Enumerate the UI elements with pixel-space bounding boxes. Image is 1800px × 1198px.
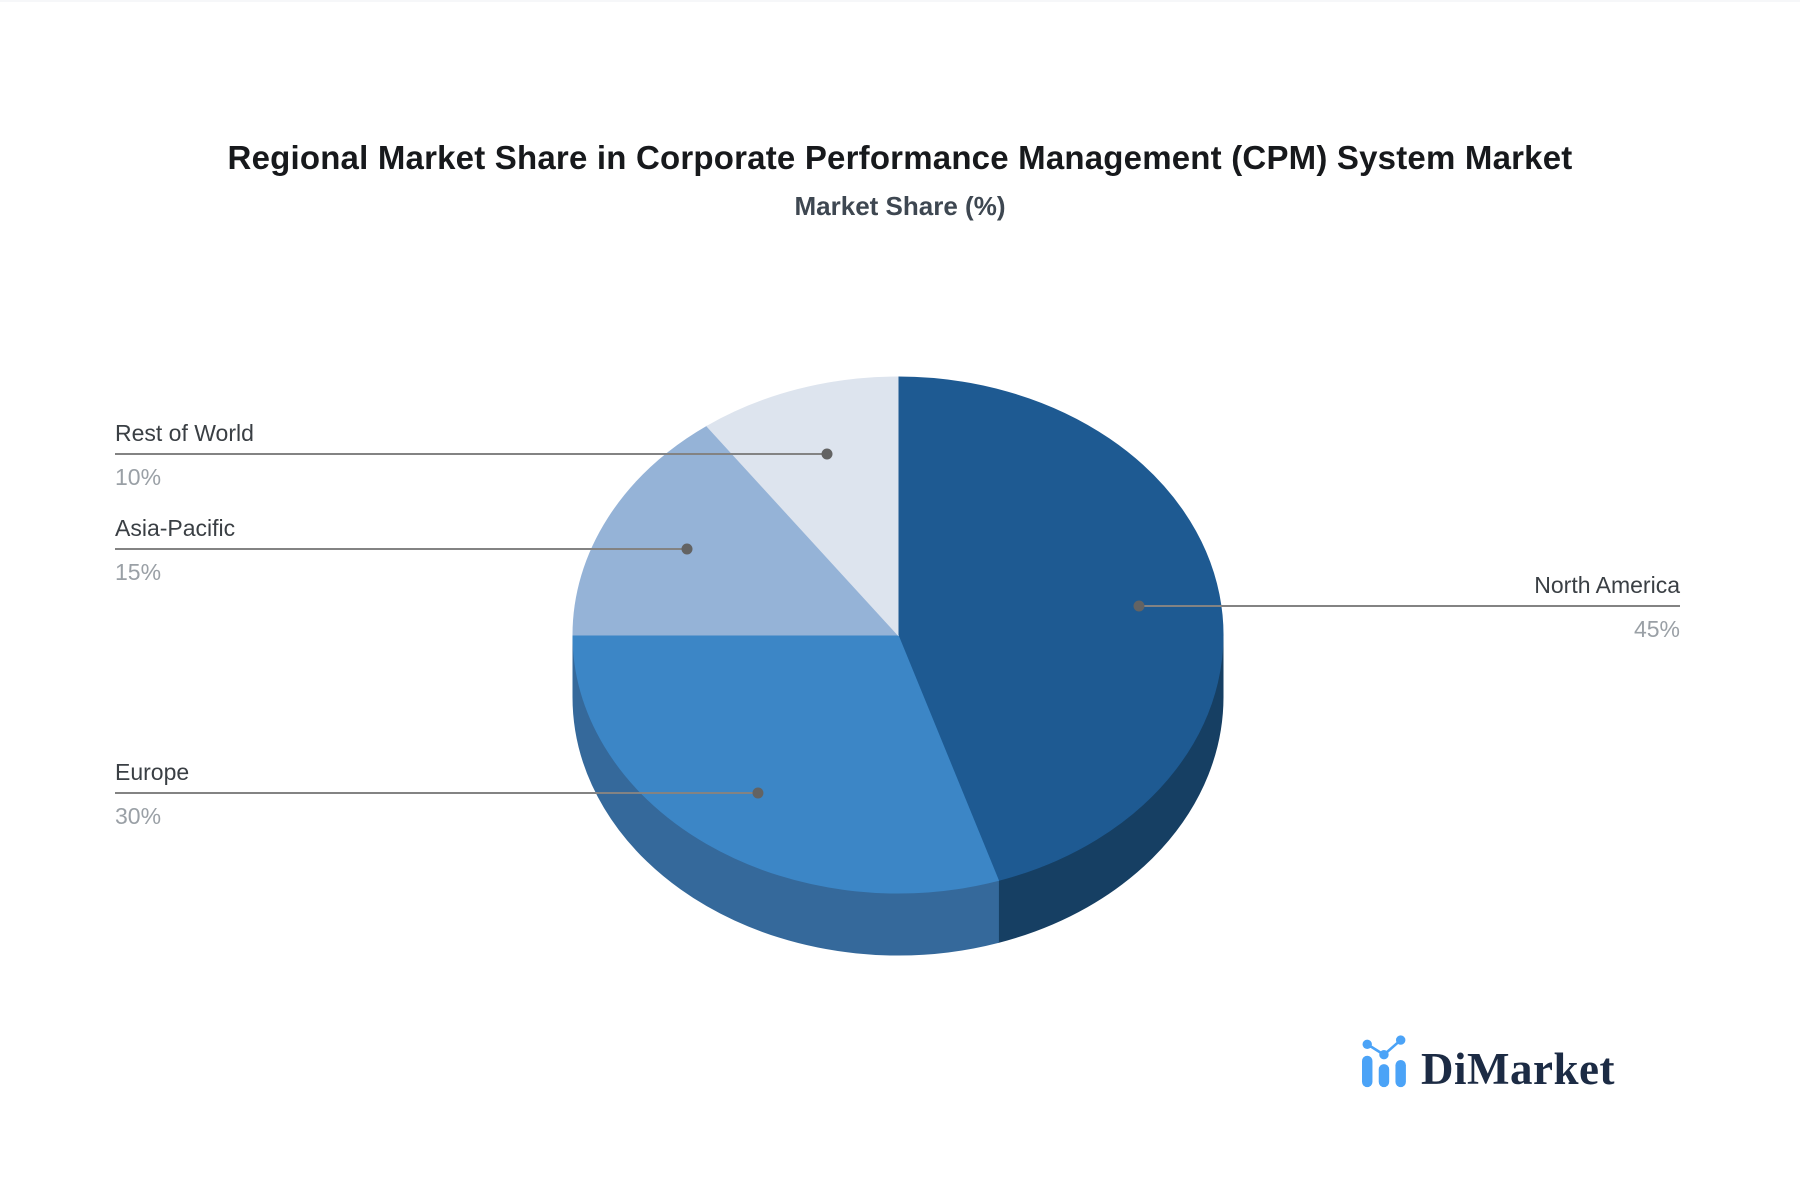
pie-slice-europe[interactable]: [572, 634, 1000, 894]
logo-dot: [1395, 1035, 1406, 1045]
leader-dots: [681, 448, 1145, 799]
brand-logo-text: DiMarket: [1421, 1043, 1615, 1094]
chart-subtitle: Market Share (%): [794, 191, 1006, 221]
logo-dot: [1379, 1050, 1389, 1060]
leader-dot-rest-of-world: [821, 448, 833, 460]
brand-logo: DiMarket: [1362, 1034, 1615, 1094]
pie-slice-asia-pacific[interactable]: [572, 425, 900, 636]
pie-slice-north-america[interactable]: [897, 376, 1224, 881]
leader-dot-north-america: [1133, 600, 1145, 612]
logo-bar: [1378, 1064, 1390, 1088]
slice-label-rest-of-world: Rest of World: [115, 420, 254, 446]
slice-value-europe: 30%: [115, 803, 162, 829]
leader-lines: [115, 453, 1680, 794]
slice-label-north-america: North America: [1534, 572, 1680, 598]
chart-title: Regional Market Share in Corporate Perfo…: [227, 139, 1573, 176]
slice-label-europe: Europe: [115, 759, 190, 785]
bar-chart-logo-icon: [1362, 1035, 1406, 1088]
logo-dot: [1362, 1039, 1372, 1049]
pie-slices: [572, 376, 1224, 956]
slice-value-asia-pacific: 15%: [115, 559, 162, 585]
pie-slice-rest-of-world[interactable]: [706, 376, 899, 637]
slice-value-rest-of-world: 10%: [115, 464, 162, 490]
slice-label-asia-pacific: Asia-Pacific: [115, 515, 236, 541]
logo-bar: [1395, 1059, 1406, 1088]
leader-dot-asia-pacific: [681, 543, 693, 555]
logo-bar: [1362, 1055, 1373, 1088]
leader-dot-europe: [752, 787, 764, 799]
slice-value-north-america: 45%: [1633, 616, 1680, 642]
